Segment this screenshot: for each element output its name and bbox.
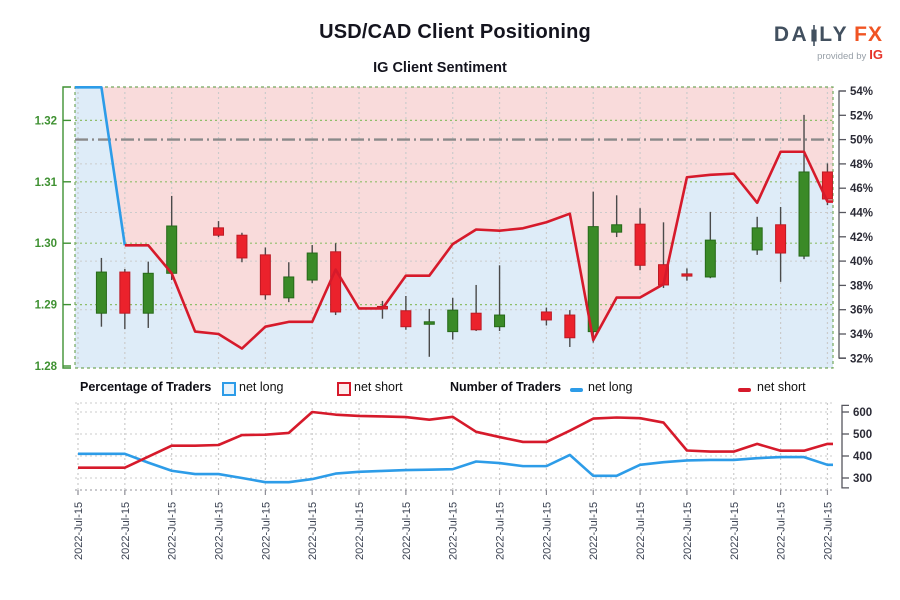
- legend-net-long-count: net long: [588, 380, 633, 394]
- svg-text:38%: 38%: [850, 280, 873, 292]
- provided-by: provided by IG: [817, 47, 883, 62]
- svg-text:46%: 46%: [850, 183, 873, 195]
- page-title: USD/CAD Client Positioning: [319, 21, 591, 43]
- date-label: 2022-Jul-15: [260, 502, 272, 560]
- svg-text:42%: 42%: [850, 232, 873, 244]
- percent-axis: 54% 52% 50% 48% 46% 44% 42% 40% 38% 36% 34% 32%: [838, 86, 873, 365]
- svg-text:52%: 52%: [850, 110, 873, 122]
- candle-down: [259, 254, 271, 296]
- svg-text:44%: 44%: [850, 208, 873, 220]
- candle-down: [330, 251, 342, 313]
- legend-net-short-count: net short: [757, 380, 806, 394]
- count-axis: 600 500 400 300: [841, 404, 872, 489]
- legend-number-of-traders: Number of Traders: [450, 380, 562, 394]
- dailyfx-logo: DA LY FX provided by IG: [753, 24, 883, 63]
- svg-text:500: 500: [853, 429, 872, 441]
- legend-net-short-pct: net short: [354, 380, 403, 394]
- date-label: 2022-Jul-15: [776, 502, 788, 560]
- candles: [95, 114, 833, 357]
- date-label: 2022-Jul-15: [682, 502, 694, 560]
- candle-up: [95, 271, 107, 314]
- chart-subtitle: IG Client Sentiment: [373, 60, 507, 76]
- svg-text:32%: 32%: [850, 353, 873, 365]
- date-axis: 2022-Jul-15 2022-Jul-15 2022-Jul-15 2022-Ju…: [73, 490, 834, 560]
- svg-text:400: 400: [853, 451, 872, 463]
- candle-up: [306, 252, 318, 281]
- svg-text:40%: 40%: [850, 256, 873, 268]
- candle-up: [611, 224, 623, 233]
- candle-up: [798, 171, 810, 257]
- date-label: 2022-Jul-15: [214, 502, 226, 560]
- traders-gridlines: [75, 402, 833, 491]
- candle-down: [775, 224, 787, 254]
- svg-text:50%: 50%: [850, 135, 873, 147]
- date-label: 2022-Jul-15: [401, 502, 413, 560]
- plot-border: [74, 86, 834, 369]
- candle-up: [142, 272, 154, 314]
- candle-up: [423, 321, 435, 325]
- date-label: 2022-Jul-15: [73, 502, 85, 560]
- date-label: 2022-Jul-15: [495, 502, 507, 560]
- date-label: 2022-Jul-15: [822, 502, 834, 560]
- svg-text:54%: 54%: [850, 86, 873, 98]
- candle-up: [704, 239, 716, 278]
- svg-text:1.29: 1.29: [35, 300, 57, 312]
- svg-text:1.31: 1.31: [35, 177, 58, 189]
- traders-net-short: [78, 410, 833, 469]
- legend-percentage-of-traders: Percentage of Traders: [80, 380, 212, 394]
- date-label: 2022-Jul-15: [729, 502, 741, 560]
- date-label: 2022-Jul-15: [167, 502, 179, 560]
- svg-text:34%: 34%: [850, 329, 873, 341]
- svg-text:1.32: 1.32: [35, 115, 57, 127]
- svg-text:48%: 48%: [850, 159, 873, 171]
- candle-up: [494, 314, 506, 328]
- traders-net-long: [78, 452, 833, 484]
- logo-text-fx: FX: [854, 23, 883, 46]
- candle-down: [400, 310, 412, 328]
- net-short-line-icon: [738, 388, 751, 392]
- date-label: 2022-Jul-15: [354, 502, 366, 560]
- candle-up: [166, 225, 178, 274]
- net-short-swatch-icon: [337, 382, 351, 396]
- ig-logo: IG: [869, 47, 883, 62]
- date-label: 2022-Jul-15: [635, 502, 647, 560]
- candle-down: [470, 312, 482, 331]
- net-long-swatch-icon: [222, 382, 236, 396]
- candle-down: [681, 273, 693, 277]
- date-label: 2022-Jul-15: [307, 502, 319, 560]
- logo-text-ly: LY: [819, 23, 850, 46]
- chart-legend: Percentage of Traders net long net short…: [0, 378, 900, 400]
- sentiment-line: [75, 86, 833, 350]
- svg-text:1.28: 1.28: [35, 361, 58, 373]
- traders-lines: [78, 410, 833, 484]
- candle-up: [587, 226, 599, 333]
- candle-down: [540, 311, 552, 321]
- candle-down: [634, 223, 646, 266]
- date-label: 2022-Jul-15: [120, 502, 132, 560]
- date-label: 2022-Jul-15: [448, 502, 460, 560]
- candle-down: [213, 227, 225, 236]
- candle-down: [564, 314, 576, 339]
- candle-down: [236, 234, 248, 259]
- svg-text:300: 300: [853, 473, 872, 485]
- dailyfx-wordmark: DA LY FX: [753, 24, 883, 46]
- net-long-line-icon: [570, 388, 583, 392]
- price-axis: 1.32 1.31 1.30 1.29 1.28: [35, 86, 71, 373]
- candle-down: [119, 271, 131, 314]
- legend-net-long-pct: net long: [239, 380, 284, 394]
- svg-text:36%: 36%: [850, 305, 873, 317]
- candle-up: [283, 276, 295, 299]
- svg-text:1.30: 1.30: [35, 238, 57, 250]
- date-label: 2022-Jul-15: [588, 502, 600, 560]
- logo-text-da: DA: [773, 23, 810, 46]
- candle-up: [447, 309, 459, 333]
- date-label: 2022-Jul-15: [541, 502, 553, 560]
- candlestick-icon: [810, 24, 818, 46]
- svg-text:600: 600: [853, 407, 872, 419]
- candle-up: [751, 227, 763, 251]
